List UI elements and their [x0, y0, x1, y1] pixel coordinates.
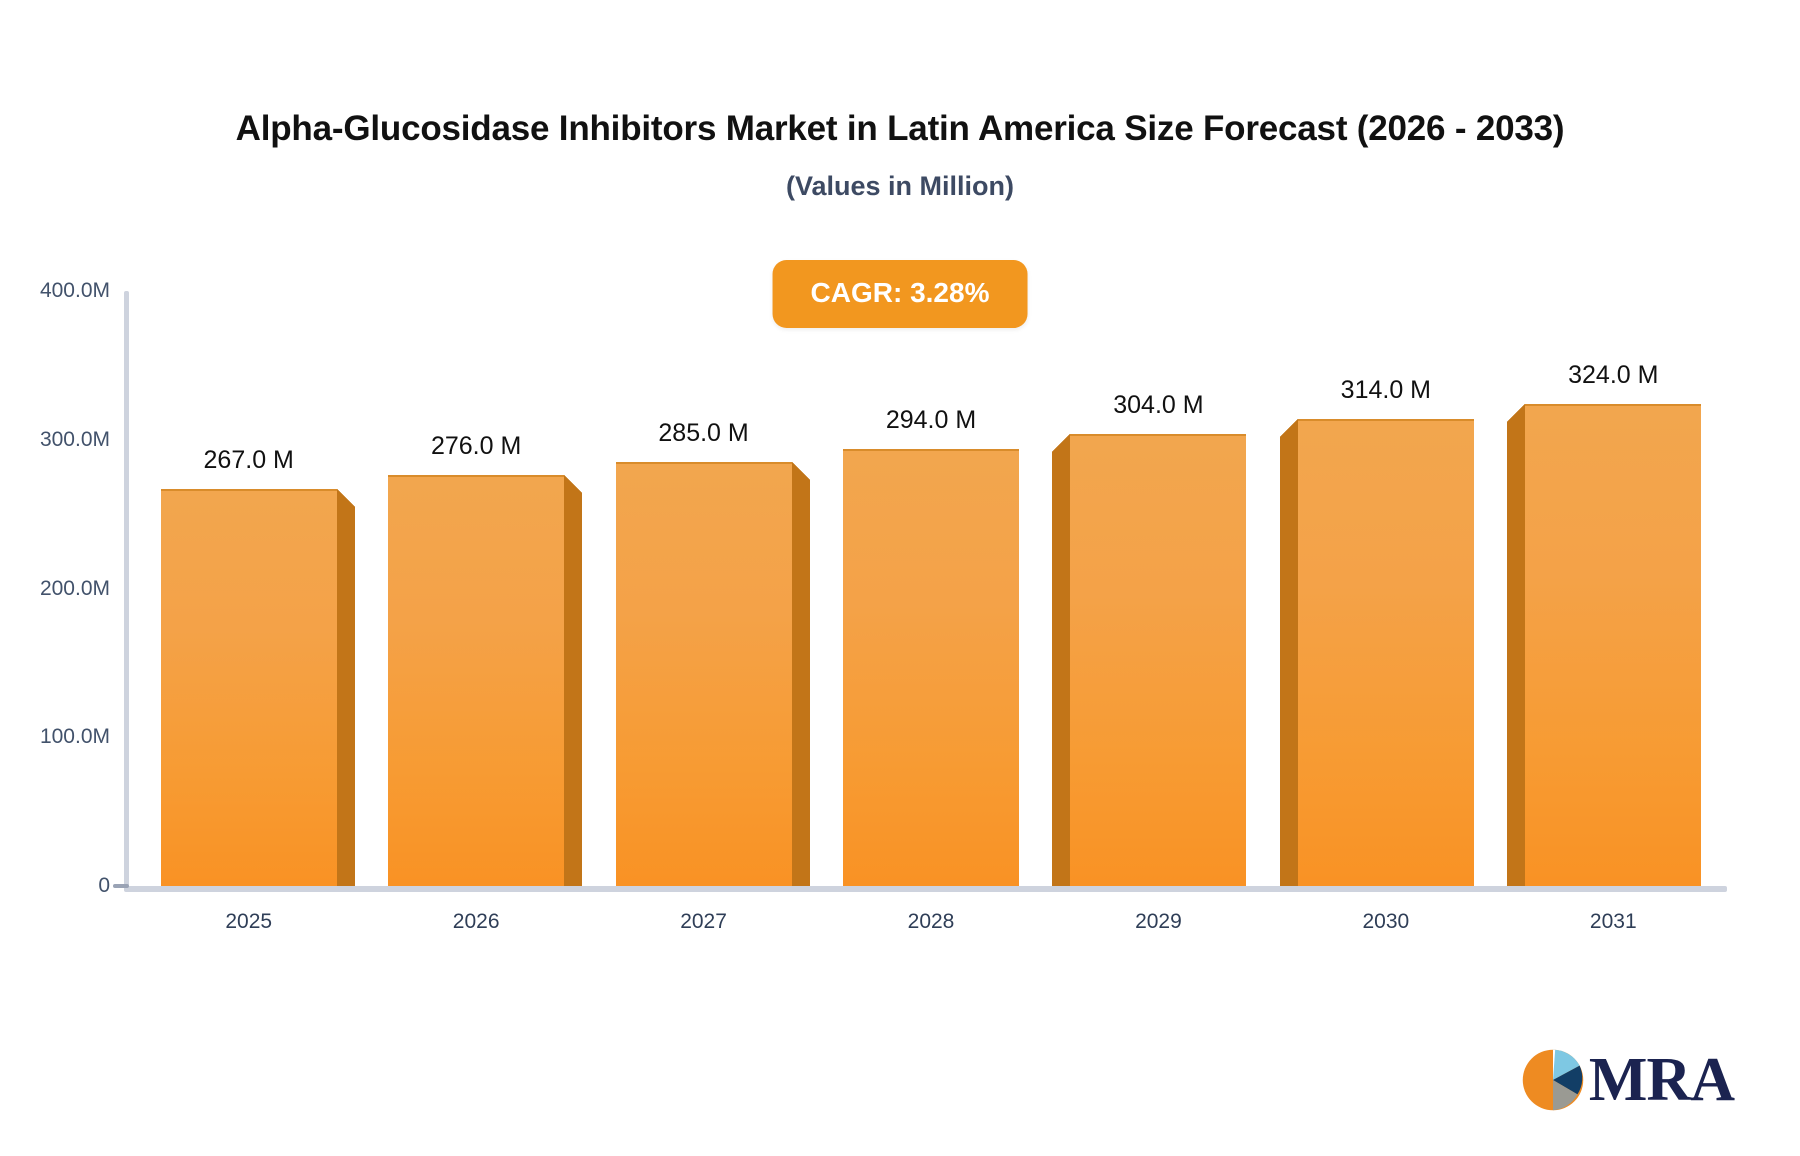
x-axis-tick-2025: 2025	[225, 910, 273, 933]
bar-top-bevel	[791, 462, 810, 481]
mra-logo: MRA	[1517, 1044, 1735, 1116]
x-axis-tick-2028: 2028	[907, 910, 955, 933]
bar-side-face	[564, 493, 583, 886]
bar-front-face[interactable]	[843, 448, 1019, 886]
bar-top-bevel	[1279, 418, 1298, 437]
bar-front-face[interactable]	[1297, 418, 1474, 886]
bar-value-label: 304.0 M	[1113, 390, 1204, 419]
x-axis-line	[124, 886, 1727, 892]
plot-area: 400.0M 300.0M 200.0M 100.0M 0 267.0 M 276.0 M…	[40, 279, 1727, 897]
bar-front-face[interactable]	[615, 462, 792, 886]
chart-header: Alpha-Glucosidase Inhibitors Market in L…	[0, 108, 1800, 202]
y-axis-tick-0: 0	[98, 874, 110, 897]
bar-front-face[interactable]	[1525, 404, 1702, 886]
y-axis-tick-300: 300.0M	[39, 427, 110, 451]
bar-value-label: 324.0 M	[1568, 361, 1659, 390]
bar-series: 267.0 M 276.0 M 285.0 M 294.0 M 304.0 M 314.0…	[135, 291, 1727, 886]
pie-chart-icon	[1522, 1049, 1584, 1111]
x-axis-tick-2026: 2026	[452, 910, 500, 933]
bar-value-label: 294.0 M	[885, 405, 977, 434]
bar-2031[interactable]: 324.0 M	[1507, 361, 1702, 886]
bar-2028[interactable]: 294.0 M	[843, 406, 1019, 886]
logo-text: MRA	[1588, 1046, 1735, 1114]
bar-side-face	[336, 506, 355, 886]
y-axis-tick-100: 100.0M	[39, 725, 110, 749]
bar-2030[interactable]: 314.0 M	[1279, 376, 1474, 886]
bar-front-face[interactable]	[1070, 433, 1247, 886]
bar-top-bevel	[1052, 433, 1071, 452]
bar-2025[interactable]: 267.0 M	[160, 446, 355, 886]
bar-value-label: 276.0 M	[430, 432, 522, 461]
bar-2029[interactable]: 304.0 M	[1052, 391, 1247, 886]
cagr-badge: CAGR: 3.28%	[772, 260, 1028, 328]
bar-side-face	[1279, 436, 1298, 886]
y-axis-line	[124, 291, 129, 886]
bar-value-label: 314.0 M	[1340, 375, 1432, 404]
x-axis-tick-2031: 2031	[1589, 910, 1637, 933]
page-title: Alpha-Glucosidase Inhibitors Market in L…	[235, 109, 1565, 148]
x-axis-tick-2030: 2030	[1362, 910, 1410, 933]
bar-side-face	[1507, 422, 1526, 886]
bar-2026[interactable]: 276.0 M	[388, 432, 583, 886]
x-axis-tick-2027: 2027	[680, 910, 727, 933]
bar-2027[interactable]: 285.0 M	[615, 419, 810, 886]
x-axis-tick-2029: 2029	[1135, 910, 1182, 933]
bar-side-face	[791, 480, 810, 886]
bar-front-face[interactable]	[160, 488, 337, 886]
bar-top-bevel	[1507, 404, 1526, 423]
bar-top-bevel	[564, 475, 583, 494]
bar-front-face[interactable]	[388, 475, 565, 886]
bar-top-bevel	[336, 488, 355, 507]
bar-side-face	[1052, 451, 1071, 886]
x-axis-tick-labels: 2025 2026 2027 2028 2029 2030 2031	[135, 910, 1727, 950]
bar-value-label: 267.0 M	[203, 445, 294, 474]
y-axis-zero-tick-mark	[113, 884, 129, 888]
chart-subtitle: (Values in Million)	[785, 171, 1015, 201]
y-axis-tick-400: 400.0M	[39, 279, 110, 302]
bar-value-label: 285.0 M	[658, 419, 749, 448]
y-axis-tick-200: 200.0M	[39, 576, 110, 600]
